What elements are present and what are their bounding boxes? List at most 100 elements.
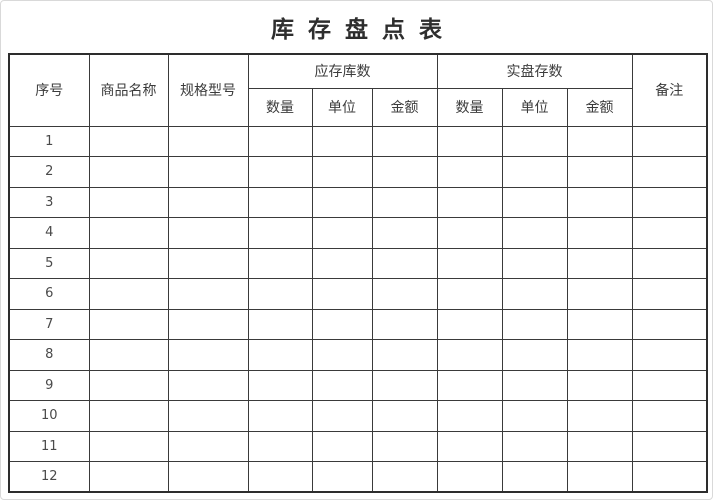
table-row: 7 [8,308,708,340]
cell-remarks [631,339,708,371]
cell-remarks [631,247,708,279]
cell-actual-quantity [436,339,503,371]
cell-product-name [88,400,169,432]
cell-actual-quantity [436,156,503,188]
cell-actual-unit [501,217,568,249]
cell-remarks [631,186,708,218]
cell-actual-unit [501,125,568,157]
cell-expected-unit [311,186,373,218]
cell-expected-unit [311,400,373,432]
cell-product-name [88,278,169,310]
cell-actual-amount [566,430,633,462]
table-row: 12 [8,461,708,493]
cell-expected-quantity [247,278,313,310]
cell-expected-amount [371,217,438,249]
cell-expected-unit [311,369,373,401]
cell-expected-unit [311,278,373,310]
cell-product-name [88,430,169,462]
cell-spec-model [167,461,249,493]
cell-expected-amount [371,308,438,340]
cell-expected-unit [311,430,373,462]
table-row: 3 [8,186,708,218]
cell-spec-model [167,186,249,218]
cell-expected-unit [311,217,373,249]
cell-expected-unit [311,156,373,188]
cell-actual-amount [566,156,633,188]
col-header-product-name: 商品名称 [88,53,169,127]
cell-product-name [88,156,169,188]
table-row: 2 [8,156,708,188]
cell-serial: 9 [8,369,90,401]
cell-product-name [88,186,169,218]
cell-serial: 11 [8,430,90,462]
cell-actual-unit [501,247,568,279]
cell-expected-amount [371,156,438,188]
cell-expected-quantity [247,125,313,157]
cell-remarks [631,430,708,462]
col-header-spec-model: 规格型号 [167,53,249,127]
cell-actual-amount [566,461,633,493]
cell-serial: 8 [8,339,90,371]
cell-expected-amount [371,430,438,462]
cell-expected-quantity [247,156,313,188]
cell-actual-unit [501,278,568,310]
cell-expected-quantity [247,461,313,493]
cell-spec-model [167,369,249,401]
cell-serial: 12 [8,461,90,493]
cell-serial: 2 [8,156,90,188]
cell-serial: 10 [8,400,90,432]
cell-product-name [88,125,169,157]
cell-expected-amount [371,339,438,371]
cell-spec-model [167,339,249,371]
cell-remarks [631,125,708,157]
cell-spec-model [167,430,249,462]
cell-expected-unit [311,461,373,493]
cell-expected-quantity [247,339,313,371]
inventory-table: 序号 商品名称 规格型号 应存库数 实盘存数 备注 数量 单位 金额 数量 单位… [8,53,708,493]
cell-expected-quantity [247,217,313,249]
cell-actual-amount [566,369,633,401]
cell-product-name [88,369,169,401]
cell-remarks [631,369,708,401]
cell-actual-unit [501,339,568,371]
cell-actual-quantity [436,308,503,340]
cell-actual-unit [501,430,568,462]
cell-actual-unit [501,186,568,218]
table-row: 9 [8,369,708,401]
cell-product-name [88,247,169,279]
cell-actual-amount [566,400,633,432]
cell-actual-quantity [436,247,503,279]
cell-spec-model [167,278,249,310]
cell-product-name [88,308,169,340]
table-body: 1 2 3 [8,125,708,493]
col-header-actual-unit: 单位 [501,87,568,127]
col-header-serial: 序号 [8,53,90,127]
table-row: 8 [8,339,708,371]
cell-serial: 7 [8,308,90,340]
table-row: 5 [8,247,708,279]
cell-actual-quantity [436,430,503,462]
cell-expected-quantity [247,369,313,401]
cell-actual-quantity [436,186,503,218]
cell-expected-quantity [247,186,313,218]
cell-actual-unit [501,400,568,432]
cell-expected-amount [371,125,438,157]
cell-expected-unit [311,247,373,279]
cell-remarks [631,278,708,310]
cell-actual-amount [566,247,633,279]
cell-expected-amount [371,369,438,401]
cell-expected-quantity [247,400,313,432]
cell-actual-amount [566,308,633,340]
cell-actual-amount [566,278,633,310]
table-row: 4 [8,217,708,249]
cell-actual-unit [501,461,568,493]
cell-serial: 6 [8,278,90,310]
cell-remarks [631,217,708,249]
cell-product-name [88,461,169,493]
cell-expected-quantity [247,308,313,340]
cell-actual-amount [566,125,633,157]
cell-expected-unit [311,339,373,371]
cell-actual-quantity [436,217,503,249]
cell-actual-quantity [436,369,503,401]
cell-actual-unit [501,369,568,401]
